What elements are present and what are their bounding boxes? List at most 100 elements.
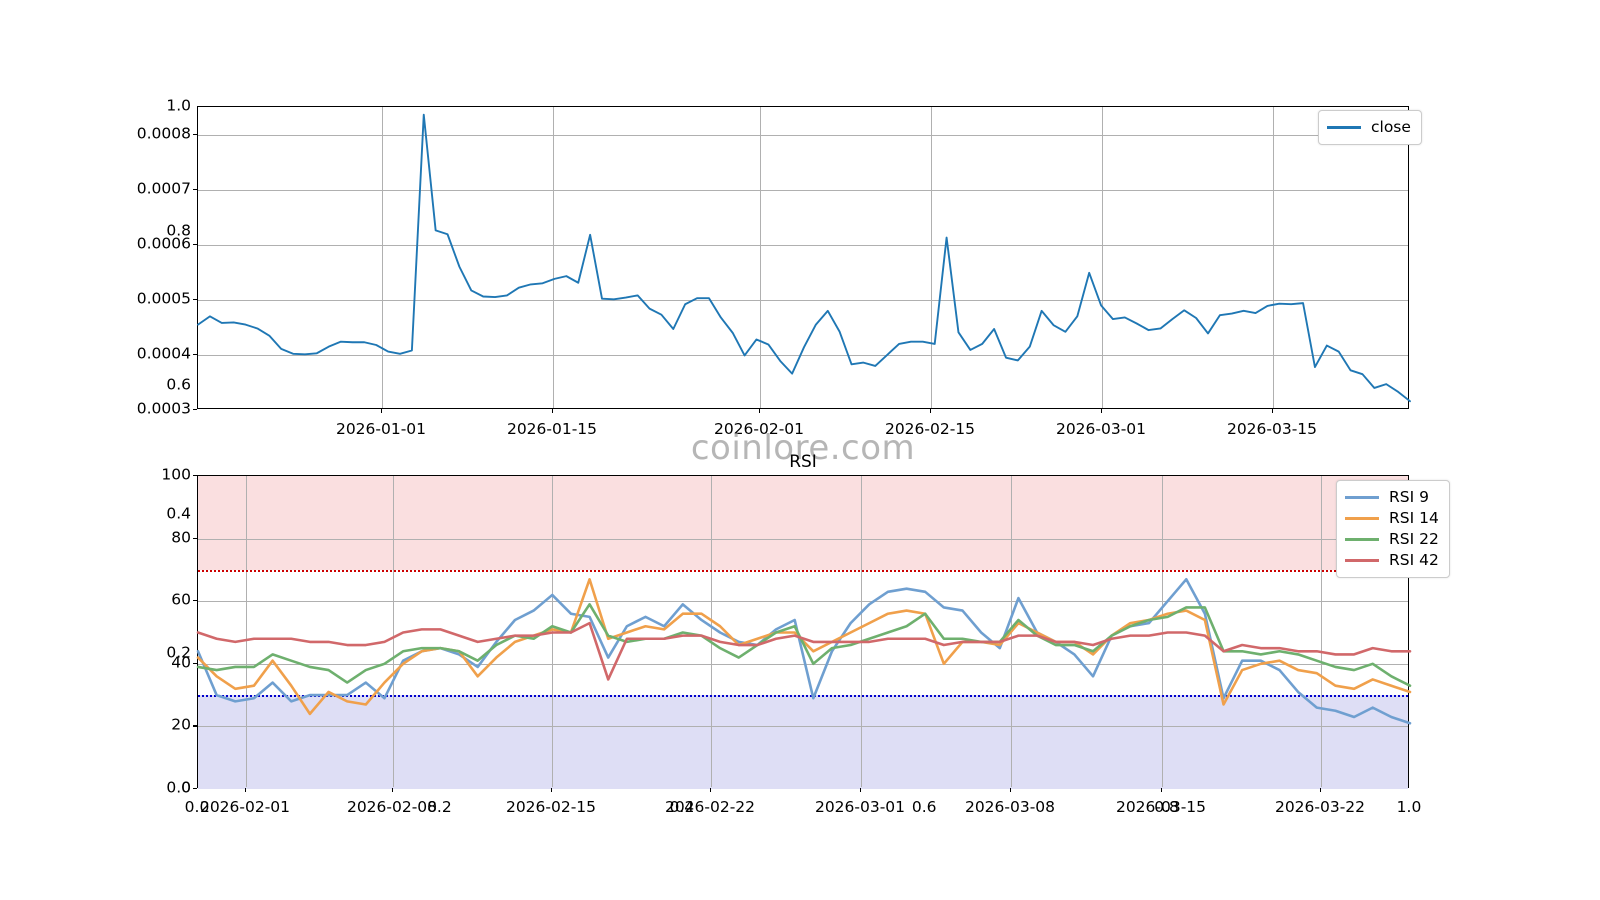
rsi-ghost-x-tick-label: 0.8 [1154,798,1179,816]
rsi-x-tickmark [392,788,394,792]
price-gridline-v [382,107,383,408]
rsi-ghost-y-tick-label: 0.2 [166,643,191,662]
price-gridline-h [198,134,1408,136]
rsi-y-tickmark [193,475,197,477]
rsi-gridline-v [861,476,862,787]
legend-item-rsi-9: RSI 9 [1345,487,1439,508]
rsi-y-tickmark [193,788,197,790]
rsi-y-tickmark [193,537,197,539]
price-x-tick-label: 2026-03-15 [1226,420,1318,438]
rsi-gridline-h [198,726,1408,728]
rsi-ghost-y-tick-label: 0.0 [166,778,191,797]
price-x-tickmark [930,409,932,413]
rsi-x-tick-label: 2026-02-08 [346,798,438,816]
rsi-ghost-y-tick-label: 0.4 [166,504,191,523]
price-y-tick-label: 0.0005 [136,289,191,308]
price-gridline-h [198,299,1408,301]
rsi-gridline-v [1162,476,1163,787]
legend-swatch-close [1327,126,1361,129]
price-y-tickmark [193,298,197,301]
rsi-gridline-v [711,476,712,787]
rsi-ghost-x-tick-label: 0.0 [184,798,210,816]
price-y-tick-label: 0.0006 [136,233,191,252]
price-x-tickmark [1101,409,1103,413]
price-gridline-h [198,244,1408,246]
rsi-x-tick-label: 2026-02-01 [199,798,291,816]
rsi-y-tick-label: 0 [181,778,191,797]
legend-item-rsi-22: RSI 22 [1345,529,1439,550]
rsi-x-tick-label: 2026-03-22 [1274,798,1366,816]
price-y-tick-label: 0.0007 [136,178,191,197]
price-y-tick-label: 0.0004 [136,344,191,363]
price-gridline-v [553,107,554,408]
price-ghost-y-tick-label: 1.0 [166,96,191,115]
rsi-gridline-h [198,538,1408,540]
rsi-x-tickmark [1320,788,1322,792]
rsi-line-rsi-42 [196,621,1412,681]
price-legend: close [1318,110,1422,145]
rsi-legend: RSI 9 RSI 14 RSI 22 RSI 42 [1336,480,1450,578]
price-gridline-h [198,354,1408,356]
price-x-tick-label: 2026-02-01 [713,420,805,438]
price-gridline-v [931,107,932,408]
price-gridline-h [198,189,1408,191]
price-gridline-v [1273,107,1274,408]
rsi-y-tick-label: 40 [171,653,191,672]
price-ghost-y-tick-label: 0.6 [166,375,191,394]
rsi-x-tick-label: 2026-03-15 [1115,798,1207,816]
price-y-tickmark [193,409,197,411]
rsi-line-rsi-22 [196,603,1412,688]
rsi-level-line-1 [198,695,1408,698]
legend-swatch-rsi-9 [1345,496,1379,499]
legend-item-close: close [1327,117,1411,138]
rsi-band-0 [198,476,1408,570]
legend-swatch-rsi-14 [1345,517,1379,520]
price-y-tickmark [193,188,197,190]
rsi-x-tickmark [1161,788,1163,792]
rsi-ghost-x-tick-label: 0.6 [911,798,937,816]
price-y-tick-label: 0.0003 [136,399,191,418]
price-x-tick-label: 2026-01-01 [335,420,427,438]
rsi-chart-axes [196,475,1412,789]
rsi-ghost-x-tick-label: 0.2 [427,798,452,816]
watermark: coinlore.com [690,428,916,468]
price-y-tickmark [193,243,197,246]
rsi-ghost-x-tick-label: 1.0 [1396,798,1422,816]
price-y-tickmark [193,133,197,135]
rsi-y-tick-label: 100 [161,465,191,484]
price-gridline-v [1102,107,1103,408]
price-y-tick-label: 0.0008 [136,123,191,142]
price-line-plot [197,113,1411,403]
price-close-line [197,113,1411,403]
price-x-tick-label: 2026-02-15 [884,420,976,438]
rsi-title: RSI [789,452,817,472]
rsi-x-tick-label: 2026-03-01 [814,798,906,816]
rsi-x-tickmark [710,788,712,792]
rsi-y-tick-label: 60 [171,590,191,609]
price-x-tickmark [759,409,761,413]
rsi-x-tick-label: 2026-02-15 [505,798,597,816]
rsi-x-tick-label: 2026-03-08 [964,798,1056,816]
price-gridline-v [760,107,761,408]
price-ghost-y-tick-label: 0.8 [166,221,191,240]
rsi-gridline-h [198,601,1408,603]
legend-swatch-rsi-42 [1345,559,1379,562]
price-chart-axes [197,106,1411,409]
rsi-gridline-v [393,476,394,787]
legend-item-rsi-42: RSI 42 [1345,550,1439,571]
legend-label-rsi-22: RSI 22 [1389,529,1439,548]
price-x-tickmark [381,409,383,413]
price-x-tick-label: 2026-03-01 [1055,420,1147,438]
legend-label-close: close [1371,117,1411,136]
rsi-x-tick-label: 2026-02-22 [664,798,756,816]
rsi-x-tickmark [860,788,862,792]
rsi-y-tickmark [193,600,197,602]
rsi-x-tickmark [245,788,247,792]
rsi-gridline-v [246,476,247,787]
rsi-gridline-v [1321,476,1322,787]
rsi-level-line-0 [198,569,1408,572]
legend-label-rsi-14: RSI 14 [1389,508,1439,527]
price-x-tickmark [1272,409,1274,413]
rsi-y-tick-label: 80 [171,527,191,546]
